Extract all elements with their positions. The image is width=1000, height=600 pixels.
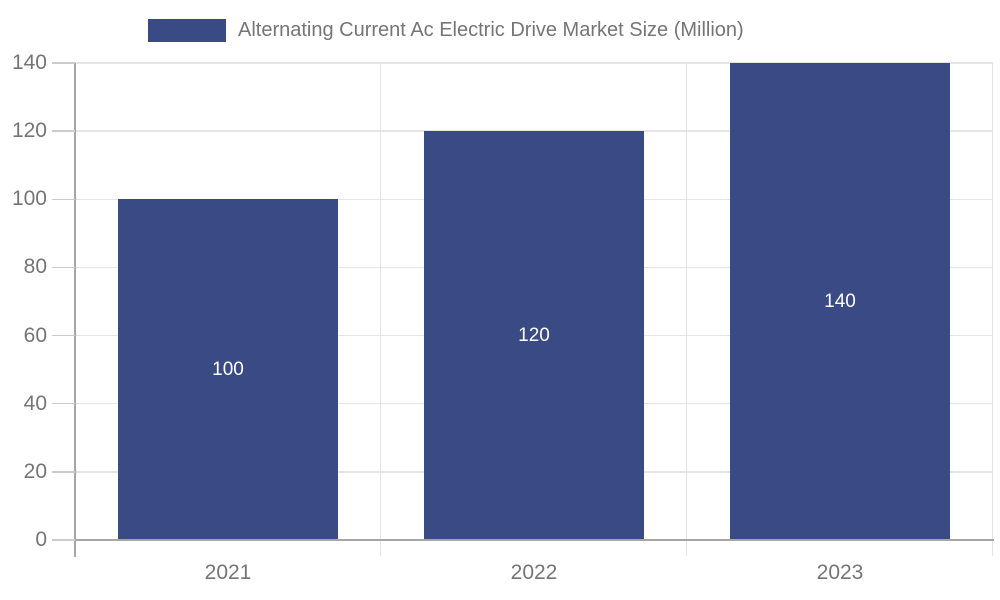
x-tick-label: 2023: [816, 561, 864, 584]
y-tick-label: 80: [23, 255, 47, 279]
x-tick-label: 2022: [510, 561, 558, 584]
y-tick-mark: [52, 334, 75, 337]
bar-value-label: 120: [518, 324, 550, 346]
gridline-vertical: [991, 63, 993, 556]
y-tick-label: 20: [23, 459, 47, 483]
y-tick-mark: [52, 402, 75, 405]
y-tick-mark: [52, 471, 75, 473]
bar-2022: 120: [424, 131, 644, 540]
y-tick-mark: [52, 130, 75, 132]
gridline-horizontal: [75, 62, 993, 64]
bar-2021: 100: [118, 199, 338, 540]
y-tick-label: 40: [23, 391, 47, 415]
y-tick-mark: [52, 539, 75, 541]
y-tick-mark: [52, 62, 75, 64]
legend: Alternating Current Ac Electric Drive Ma…: [148, 19, 744, 42]
bar-value-label: 100: [212, 358, 244, 380]
gridline-vertical: [379, 63, 381, 556]
y-axis-line: [74, 63, 76, 557]
y-tick-mark: [52, 198, 75, 201]
plot-area: 100 120 140 0 20 40 60 80 100 120 140 2021 2022 202…: [12, 51, 994, 584]
y-tick-label: 60: [23, 323, 47, 347]
gridline-vertical: [685, 63, 687, 556]
legend-label: Alternating Current Ac Electric Drive Ma…: [238, 19, 744, 41]
bar-2023: 140: [730, 63, 950, 540]
y-tick-label: 120: [11, 119, 47, 143]
y-tick-mark: [52, 266, 75, 269]
y-tick-label: 0: [35, 528, 47, 551]
y-tick-label: 100: [11, 187, 47, 211]
legend-swatch: [148, 19, 226, 42]
bar-value-label: 140: [824, 290, 856, 312]
x-axis-line: [74, 539, 994, 541]
y-tick-label: 140: [11, 51, 47, 74]
x-tick-label: 2021: [204, 561, 252, 584]
